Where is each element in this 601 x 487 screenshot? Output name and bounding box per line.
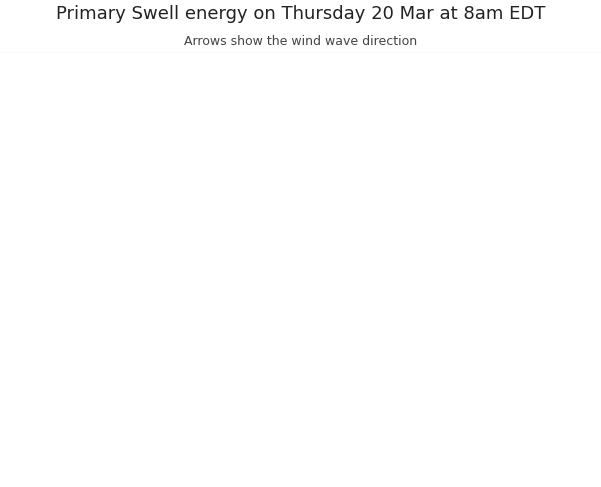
Text: Map requires cartopy: Map requires cartopy [227,263,374,277]
Text: Arrows show the wind wave direction: Arrows show the wind wave direction [184,35,417,48]
Text: Primary Swell energy on Thursday 20 Mar at 8am EDT: Primary Swell energy on Thursday 20 Mar … [56,5,545,23]
